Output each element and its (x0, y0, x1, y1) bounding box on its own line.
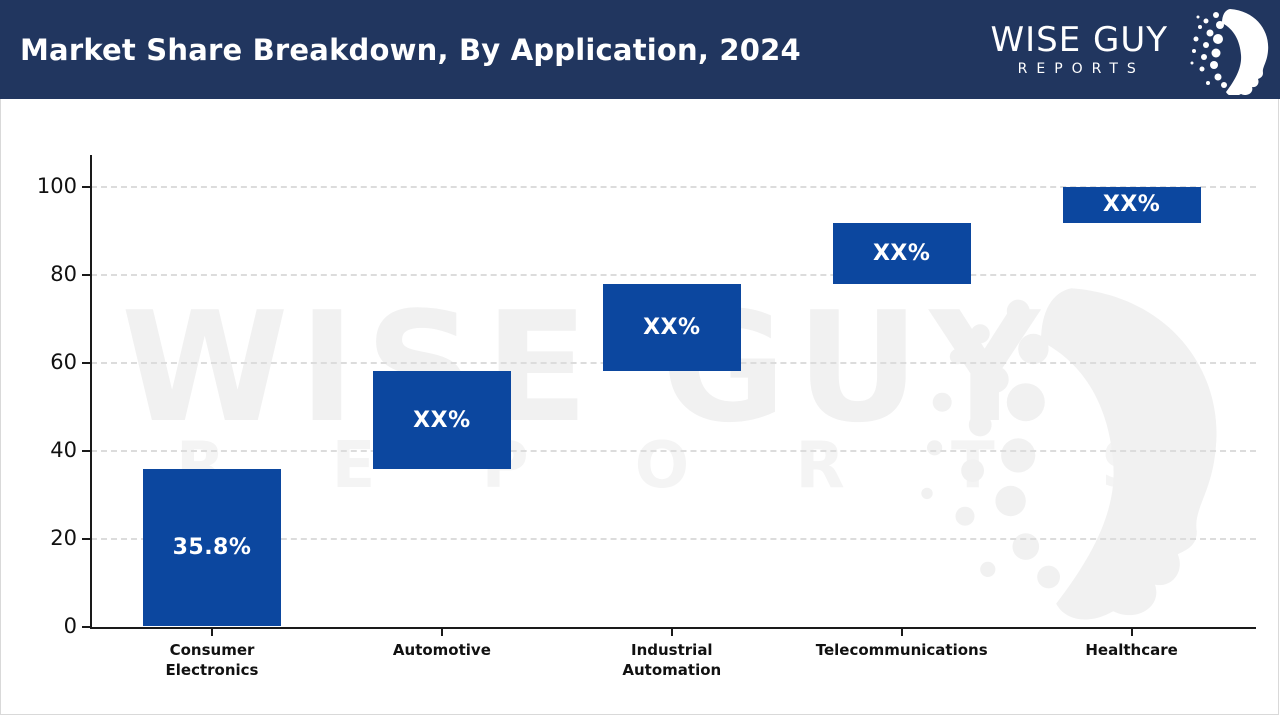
x-axis-category-label: Telecommunications (815, 640, 988, 659)
plot-area: 0 20 40 60 80 100 35.8% Consumer Electronics XX%… (1, 99, 1278, 714)
chart-canvas: WISE GUY R E P O R T S 0 20 40 60 80 100 35.8%… (0, 99, 1279, 715)
watermark-brand-subtext: R E P O R T S (176, 429, 1190, 503)
y-axis-tick-label: 60 (50, 349, 77, 374)
y-axis-tick-label: 40 (50, 437, 77, 462)
gridline (91, 537, 1256, 540)
y-axis-tick-label: 100 (36, 173, 77, 198)
y-axis-tick-label: 20 (50, 525, 77, 550)
x-axis-line (91, 626, 1256, 629)
gridline (91, 449, 1256, 452)
y-axis-tick (82, 625, 90, 628)
bar-value-label: XX% (643, 315, 701, 341)
y-axis-tick (82, 273, 90, 276)
y-axis-tick (82, 537, 90, 540)
x-axis-category-label: Consumer Electronics (165, 640, 259, 679)
bar-value-label: XX% (1102, 192, 1161, 218)
gridline (91, 185, 1256, 188)
brand-subtitle: REPORTS (1017, 60, 1145, 77)
page-title: Market Share Breakdown, By Application, … (20, 32, 801, 67)
brand-face-icon (1190, 8, 1269, 95)
y-axis-tick (82, 449, 90, 452)
brand-logo-text: WISE GUY REPORTS (990, 23, 1168, 77)
x-axis-category-label: Healthcare (1085, 640, 1178, 659)
y-axis-tick-label: 80 (50, 261, 77, 286)
brand-logo: WISE GUY REPORTS (990, 0, 1272, 99)
bar-value-label: XX% (413, 407, 471, 433)
x-axis-category-label: Industrial Automation (622, 640, 722, 679)
y-axis-tick (82, 361, 90, 364)
brand-name: WISE GUY (990, 19, 1168, 60)
watermark-brand-text: WISE GUY (121, 279, 1050, 456)
bar-segment: 35.8% (143, 468, 281, 627)
x-axis-tick (900, 627, 903, 636)
bar-value-label: 35.8% (172, 535, 252, 561)
y-axis-tick (82, 185, 90, 188)
watermark-face-icon (921, 288, 1217, 620)
gridline (91, 273, 1256, 276)
bar-value-label: XX% (872, 240, 931, 266)
bar-segment: XX% (372, 371, 511, 469)
y-axis-line (90, 155, 92, 629)
bar-segment: XX% (602, 284, 741, 372)
y-axis-tick-label: 0 (63, 613, 77, 638)
x-axis-tick (1130, 627, 1133, 636)
x-axis-category-label: Automotive (392, 640, 491, 659)
bar-segment: XX% (1062, 186, 1201, 223)
x-axis-tick (211, 627, 213, 636)
x-axis-tick (440, 627, 443, 636)
x-axis-tick (670, 627, 673, 636)
bar-segment: XX% (832, 222, 971, 285)
header-bar: Market Share Breakdown, By Application, … (0, 0, 1280, 99)
